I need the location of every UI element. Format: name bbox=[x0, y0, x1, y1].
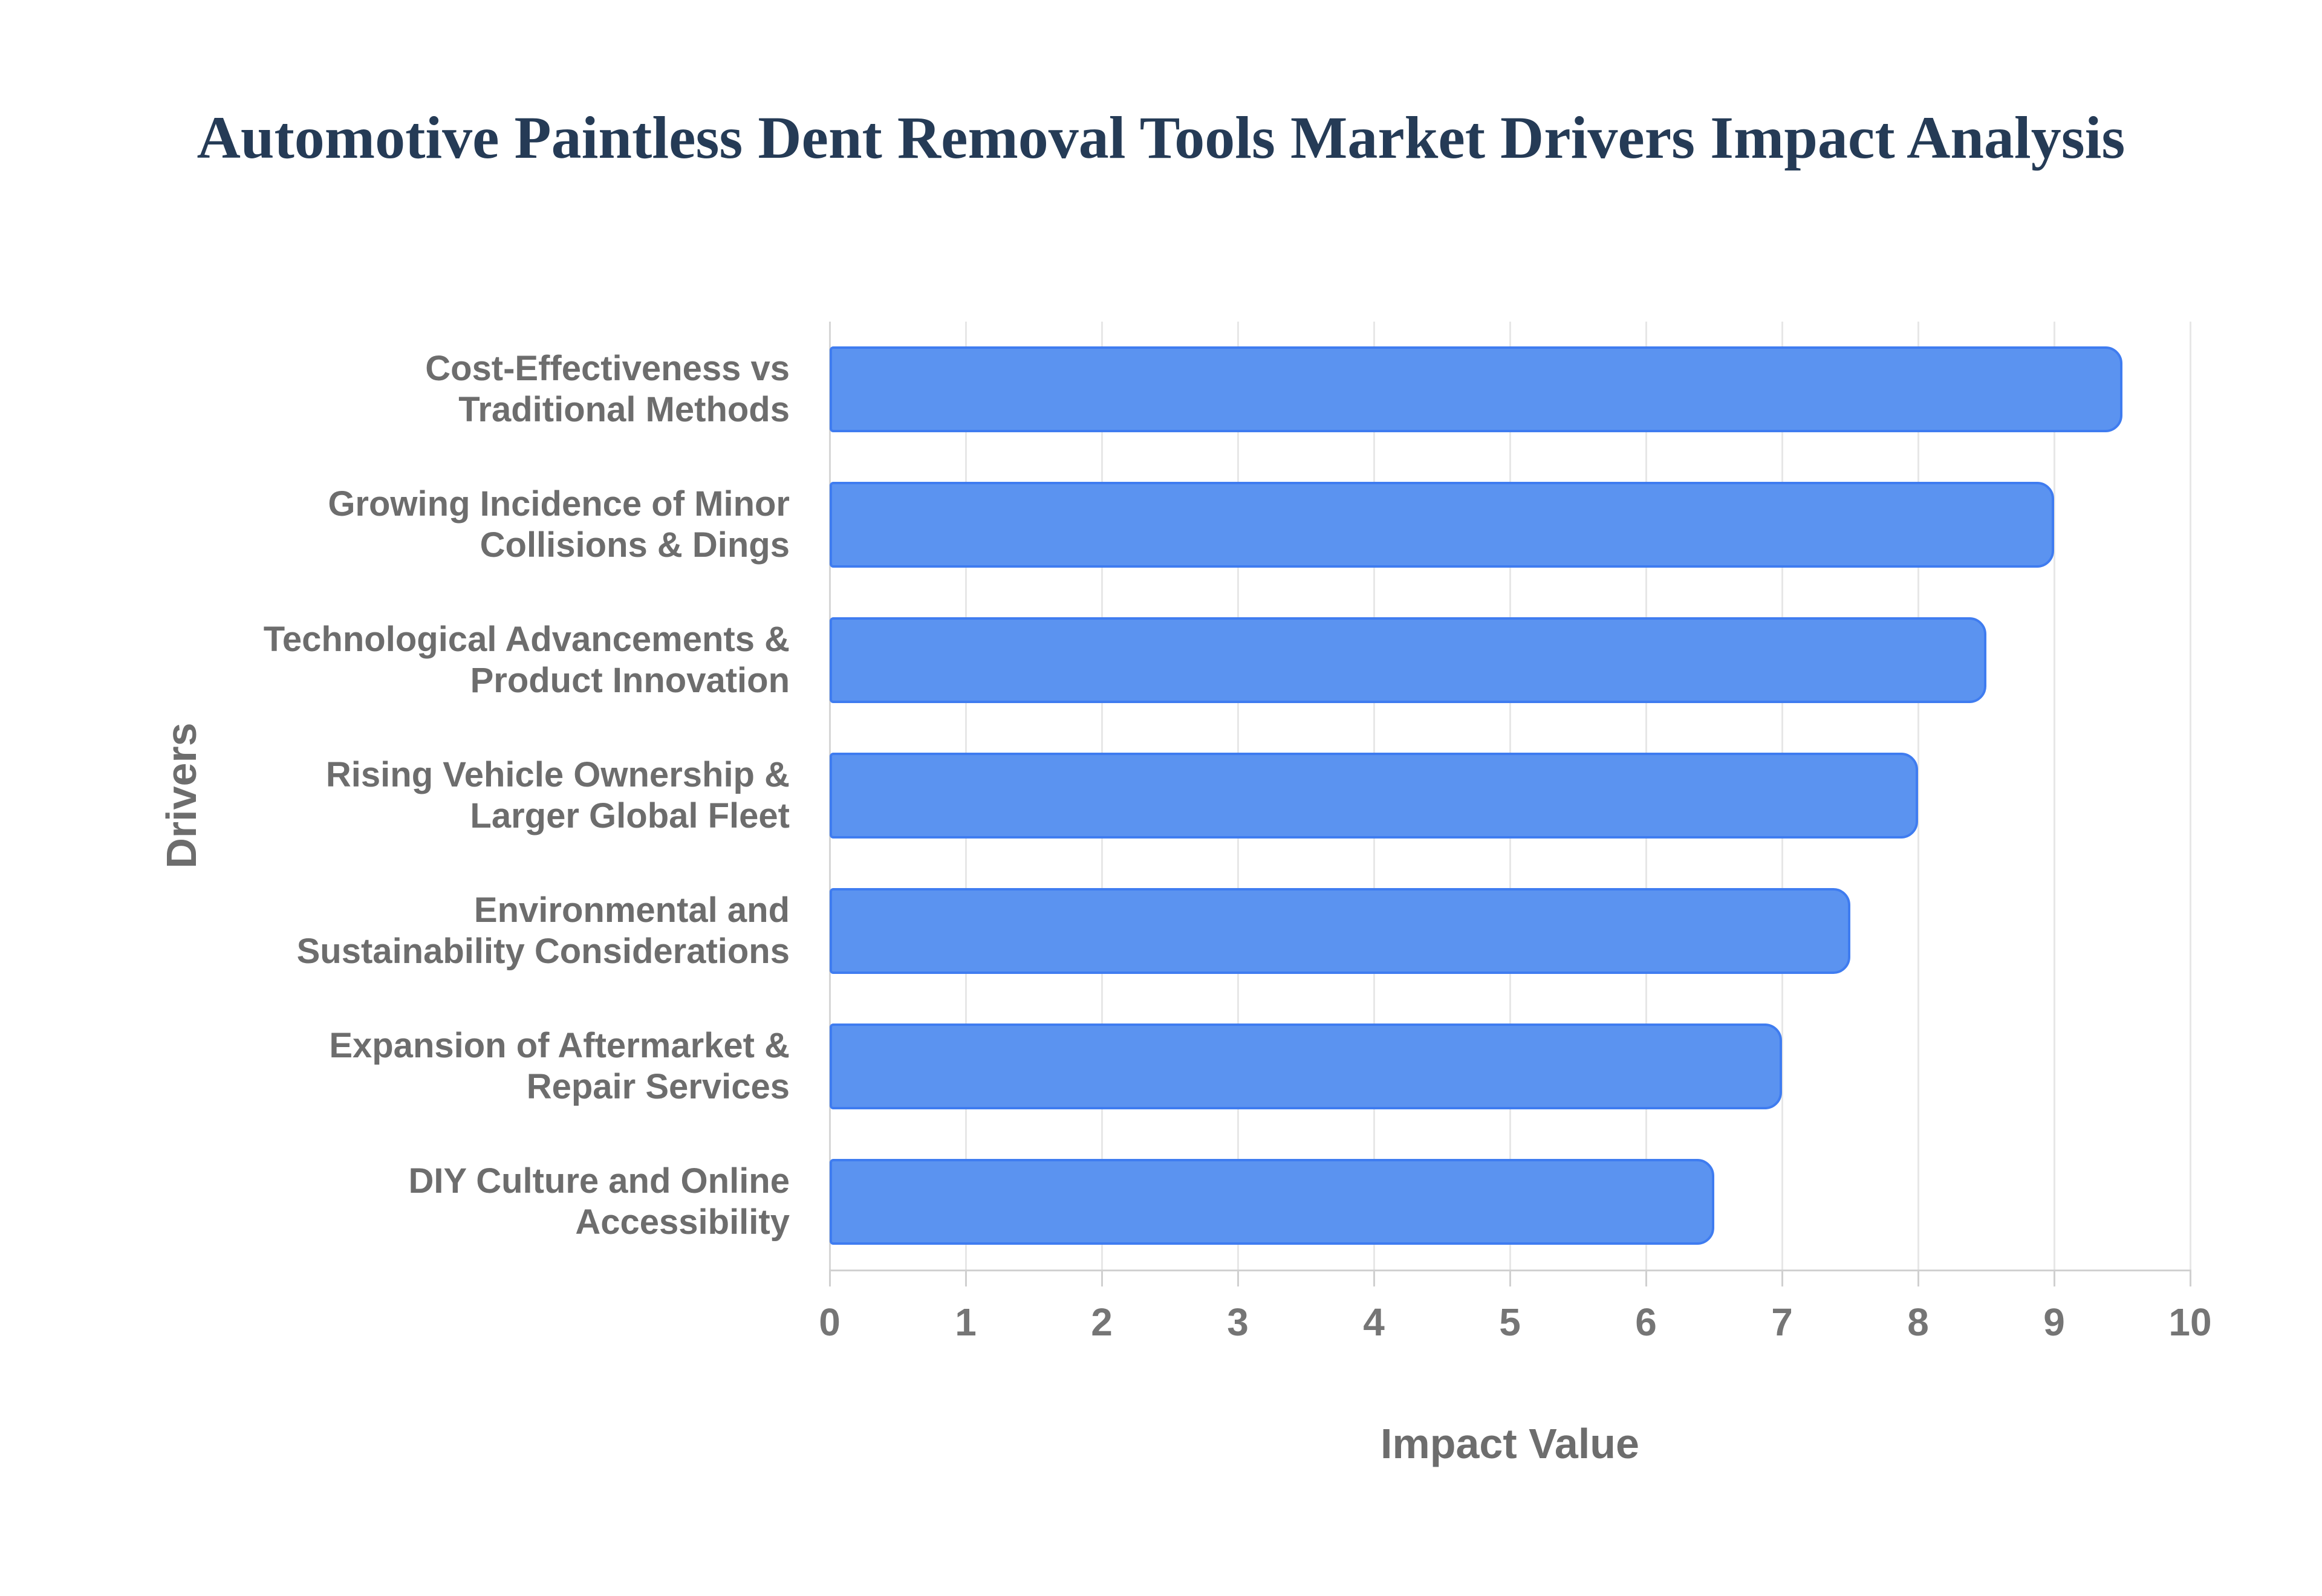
bar-row bbox=[830, 999, 2190, 1134]
bar bbox=[830, 888, 1850, 974]
bar bbox=[830, 617, 1986, 703]
category-label: Growing Incidence of Minor Collisions & … bbox=[328, 484, 790, 565]
category-label-row: Expansion of Aftermarket & Repair Servic… bbox=[0, 999, 810, 1134]
category-label: DIY Culture and Online Accessibility bbox=[408, 1161, 790, 1242]
x-tick-label: 10 bbox=[2168, 1300, 2212, 1344]
x-tick-label: 6 bbox=[1635, 1300, 1657, 1344]
category-label-row: Rising Vehicle Ownership & Larger Global… bbox=[0, 728, 810, 863]
x-tick-label: 4 bbox=[1363, 1300, 1385, 1344]
bar bbox=[830, 1159, 1714, 1245]
category-label: Cost-Effectiveness vs Traditional Method… bbox=[425, 349, 790, 429]
bar-row bbox=[830, 457, 2190, 592]
x-axis-title: Impact Value bbox=[1381, 1420, 1639, 1467]
x-tick-mark bbox=[829, 1270, 831, 1286]
category-axis: Cost-Effectiveness vs Traditional Method… bbox=[0, 322, 810, 1270]
x-tick-mark bbox=[1237, 1270, 1239, 1286]
bar bbox=[830, 1023, 1782, 1109]
bar-row bbox=[830, 322, 2190, 457]
x-tick-mark bbox=[1509, 1270, 1511, 1286]
category-label: Environmental and Sustainability Conside… bbox=[296, 890, 790, 971]
bar bbox=[830, 346, 2122, 432]
plot-area bbox=[829, 322, 2191, 1286]
x-tick-mark bbox=[1373, 1270, 1375, 1286]
x-tick-label: 2 bbox=[1091, 1300, 1113, 1344]
x-tick-label: 3 bbox=[1227, 1300, 1249, 1344]
x-tick-label: 7 bbox=[1771, 1300, 1793, 1344]
bar-row bbox=[830, 728, 2190, 863]
category-label-row: Technological Advancements & Product Inn… bbox=[0, 592, 810, 728]
x-tick-mark bbox=[1781, 1270, 1783, 1286]
gridline bbox=[1917, 322, 1919, 1270]
x-tick-mark bbox=[965, 1270, 967, 1286]
x-tick-label: 1 bbox=[955, 1300, 977, 1344]
x-tick-label: 0 bbox=[819, 1300, 841, 1344]
category-label-row: Growing Incidence of Minor Collisions & … bbox=[0, 457, 810, 592]
x-tick-label: 8 bbox=[1907, 1300, 1929, 1344]
x-tick-label: 5 bbox=[1499, 1300, 1521, 1344]
category-label: Technological Advancements & Product Inn… bbox=[263, 620, 790, 700]
x-tick-mark bbox=[2054, 1270, 2055, 1286]
category-label-row: Environmental and Sustainability Conside… bbox=[0, 863, 810, 999]
x-tick-labels: 0 1 2 3 4 5 6 7 8 9 10 bbox=[819, 1300, 2211, 1354]
bar bbox=[830, 753, 1918, 839]
category-label-row: DIY Culture and Online Accessibility bbox=[0, 1134, 810, 1270]
x-tick-label: 9 bbox=[2043, 1300, 2065, 1344]
x-tick-mark bbox=[1645, 1270, 1647, 1286]
category-label-row: Cost-Effectiveness vs Traditional Method… bbox=[0, 322, 810, 457]
bars-layer bbox=[830, 322, 2190, 1270]
x-tick-mark bbox=[1101, 1270, 1103, 1286]
bar-row bbox=[830, 1134, 2190, 1270]
gridline bbox=[2190, 322, 2191, 1270]
x-tick-mark bbox=[1917, 1270, 1919, 1286]
bar bbox=[830, 482, 2054, 568]
x-tick-mark bbox=[2190, 1270, 2191, 1286]
chart-title: Automotive Paintless Dent Removal Tools … bbox=[197, 104, 2125, 171]
category-label: Expansion of Aftermarket & Repair Servic… bbox=[329, 1026, 790, 1106]
gridline bbox=[2054, 322, 2055, 1270]
bar-row bbox=[830, 592, 2190, 728]
category-label: Rising Vehicle Ownership & Larger Global… bbox=[325, 755, 790, 835]
bar-row bbox=[830, 863, 2190, 999]
